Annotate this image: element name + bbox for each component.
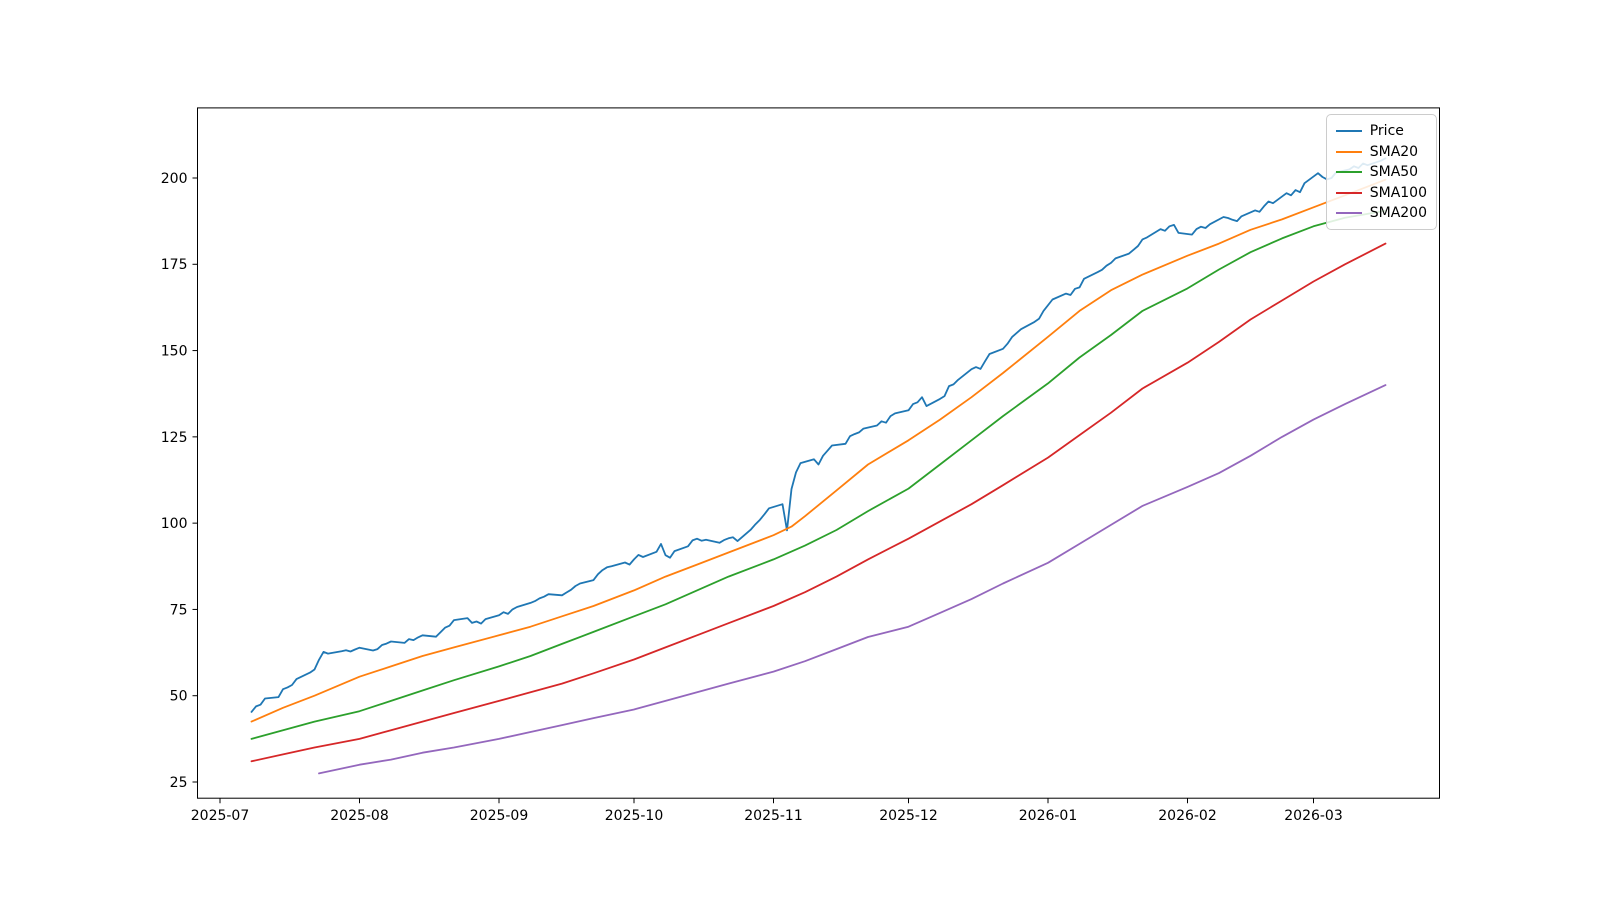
legend-label-sma100: SMA100	[1369, 184, 1427, 201]
legend-label-sma50: SMA50	[1369, 164, 1419, 180]
line-sma20	[250, 178, 1387, 723]
x-tick-label: 2025-07	[191, 808, 250, 824]
legend-item-sma50: SMA50	[1335, 162, 1427, 183]
y-tick-label: 50	[170, 689, 188, 705]
legend-item-sma200: SMA200	[1335, 203, 1427, 224]
x-tick-label: 2025-10	[605, 808, 664, 824]
series-group	[250, 157, 1387, 775]
legend-swatch-sma100	[1335, 191, 1362, 194]
line-sma200	[318, 384, 1387, 775]
x-tick-label: 2026-03	[1284, 808, 1343, 824]
x-tick-label: 2026-02	[1158, 808, 1217, 824]
legend-label-sma20: SMA20	[1369, 143, 1419, 160]
legend-item-sma20: SMA20	[1335, 142, 1427, 163]
y-tick-label: 100	[161, 516, 188, 532]
y-tick-label: 175	[161, 257, 188, 273]
x-tick-label: 2025-09	[470, 808, 529, 824]
legend-item-sma100: SMA100	[1335, 183, 1427, 204]
legend-swatch-sma200	[1335, 212, 1362, 215]
y-tick-label: 150	[161, 343, 188, 359]
y-tick-label: 125	[161, 430, 188, 446]
legend: Price SMA20 SMA50 SMA100 SMA200	[1325, 114, 1437, 230]
y-tick-label: 200	[161, 171, 188, 187]
line-sma100	[250, 242, 1387, 763]
y-tick-label: 75	[170, 602, 188, 618]
x-tick-label: 2025-08	[330, 808, 389, 824]
x-tick-label: 2025-12	[879, 808, 938, 824]
axes-group: 2025-07 2025-08 2025-09 2025-10 2025-11 2025-…	[161, 107, 1440, 824]
line-sma50	[250, 209, 1387, 740]
line-price	[250, 157, 1387, 713]
legend-swatch-sma50	[1335, 171, 1362, 174]
legend-label-sma200: SMA200	[1369, 205, 1427, 221]
legend-swatch-sma20	[1335, 150, 1362, 153]
legend-swatch-price	[1335, 130, 1362, 133]
legend-item-price: Price	[1335, 121, 1427, 142]
y-tick-label: 25	[170, 775, 188, 791]
x-tick-label: 2025-11	[744, 808, 803, 824]
x-tick-label: 2026-01	[1019, 808, 1078, 824]
plot-border	[197, 107, 1440, 799]
legend-label-price: Price	[1369, 123, 1404, 139]
